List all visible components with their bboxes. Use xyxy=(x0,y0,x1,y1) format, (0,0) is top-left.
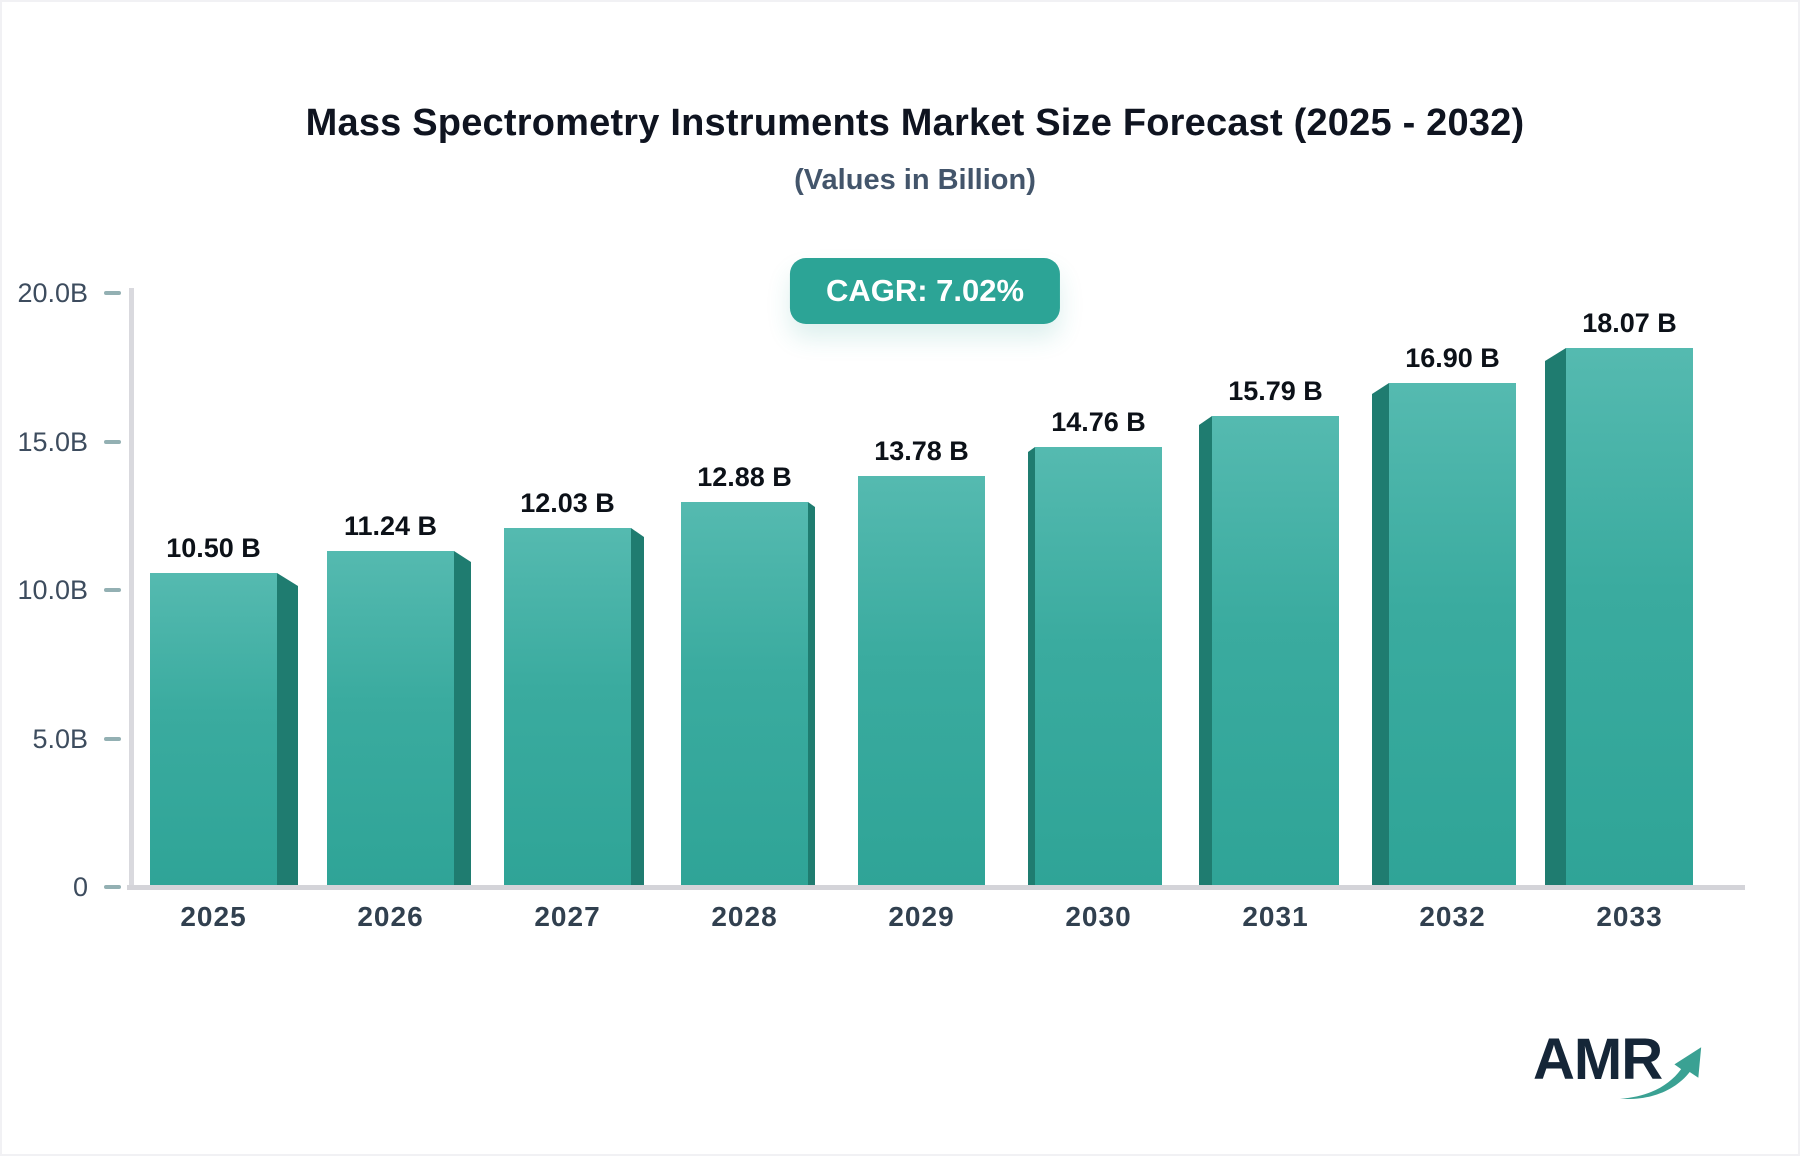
bar-value-label: 14.76 B xyxy=(1051,407,1146,437)
bar-2026 xyxy=(327,551,454,885)
y-tick-mark xyxy=(104,885,121,889)
x-axis-label: 2030 xyxy=(1065,901,1132,932)
bar-side-face xyxy=(454,551,471,885)
y-tick-label: 10.0B xyxy=(17,575,88,605)
x-axis-label: 2027 xyxy=(534,901,601,932)
x-axis-label: 2025 xyxy=(180,901,247,932)
bar-2030 xyxy=(1035,447,1162,885)
bar-value-label: 10.50 B xyxy=(166,533,261,563)
bar-value-label: 18.07 B xyxy=(1582,308,1677,338)
bar-2028 xyxy=(681,502,808,885)
y-tick-mark xyxy=(104,736,121,741)
bar-2031 xyxy=(1212,416,1339,885)
bar-value-label: 16.90 B xyxy=(1405,343,1500,373)
bar-side-face xyxy=(1199,416,1212,885)
y-tick-mark xyxy=(104,439,121,444)
chart-subtitle: (Values in Billion) xyxy=(794,164,1036,196)
y-tick-label: 20.0B xyxy=(17,278,88,308)
bar-value-label: 12.03 B xyxy=(520,488,615,518)
y-tick-label: 5.0B xyxy=(32,723,88,754)
bar-2025 xyxy=(150,573,277,885)
bar-2029 xyxy=(858,476,985,885)
bar-side-face xyxy=(1545,348,1566,885)
cagr-badge-label: CAGR: 7.02% xyxy=(825,273,1025,308)
x-axis-line xyxy=(127,885,1745,890)
cagr-badge: CAGR: 7.02% xyxy=(789,258,1061,324)
y-tick-label: 15.0B xyxy=(17,426,88,457)
y-tick-mark xyxy=(104,588,121,592)
y-tick-label: 0 xyxy=(72,872,88,902)
bar-value-label: 13.78 B xyxy=(874,436,969,466)
bar-side-face xyxy=(1028,447,1035,885)
bar-value-label: 11.24 B xyxy=(343,511,438,541)
bar-2027 xyxy=(504,528,631,885)
bar-side-face xyxy=(808,502,815,885)
page-title: Mass Spectrometry Instruments Market Siz… xyxy=(305,102,1525,144)
bar-2033 xyxy=(1566,348,1693,885)
bar-side-face xyxy=(277,573,298,885)
x-axis-label: 2033 xyxy=(1596,901,1663,932)
bar-side-face xyxy=(1372,383,1389,885)
bar-2032 xyxy=(1389,383,1516,885)
x-axis-label: 2029 xyxy=(888,901,955,932)
y-axis-line xyxy=(129,288,134,889)
x-axis-label: 2028 xyxy=(711,901,778,932)
amr-logo: AMR xyxy=(1533,1030,1723,1114)
x-axis-label: 2026 xyxy=(357,901,424,932)
growth-arrow-icon xyxy=(1619,1047,1702,1100)
y-tick-mark xyxy=(104,291,121,295)
bar-value-label: 12.88 B xyxy=(697,462,792,492)
bar-value-label: 15.79 B xyxy=(1228,376,1323,406)
amr-logo-text: AMR xyxy=(1533,1027,1663,1092)
x-axis-label: 2032 xyxy=(1419,901,1486,932)
bar-side-face xyxy=(631,528,644,885)
x-axis-label: 2031 xyxy=(1242,901,1309,932)
